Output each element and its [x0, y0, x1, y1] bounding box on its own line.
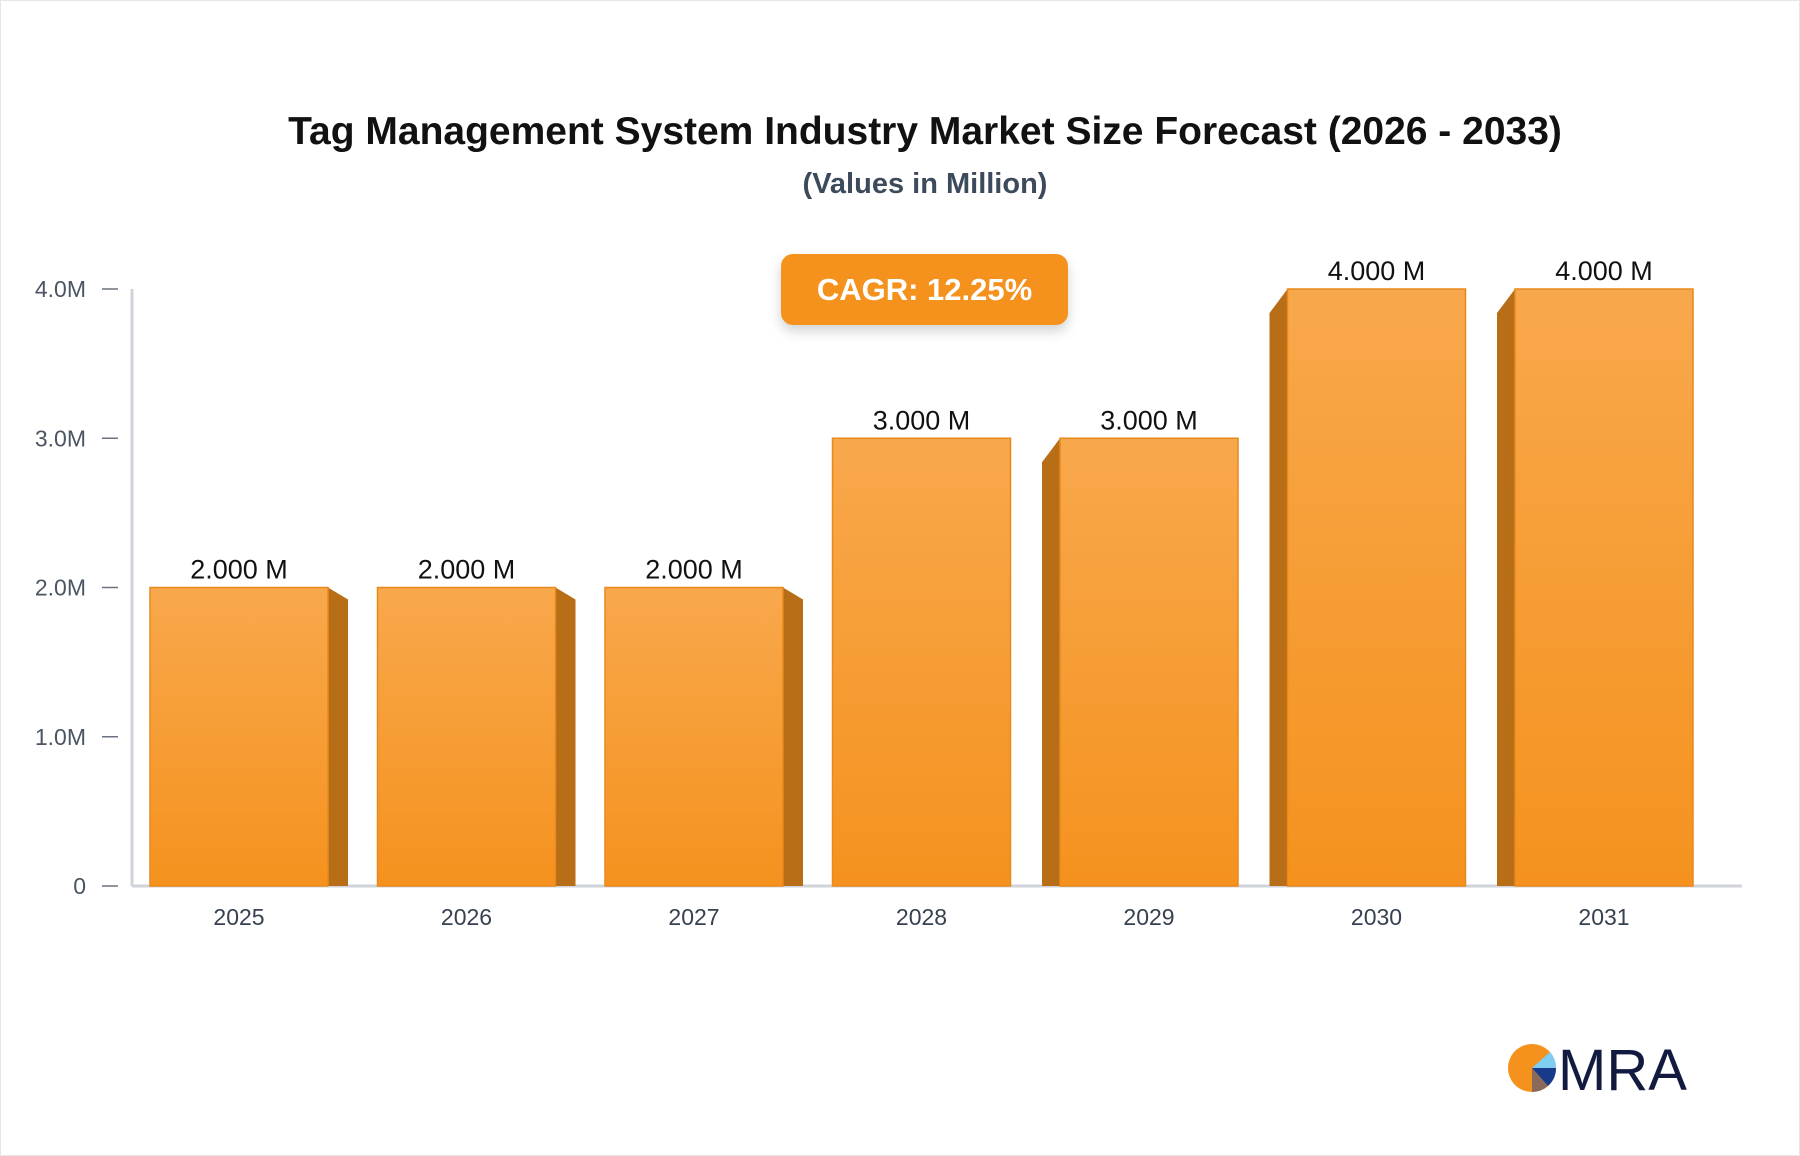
- bar-2031: [1514, 288, 1694, 887]
- bar-2026: [376, 586, 557, 887]
- chart-subtitle: (Values in Million): [802, 168, 1048, 200]
- y-tick-label: 0: [73, 873, 86, 899]
- bar-side-2027: [783, 587, 803, 886]
- bar-side-2031: [1497, 289, 1515, 886]
- y-tick-label: 1.0M: [35, 724, 86, 750]
- svg-text:MRA: MRA: [1558, 1038, 1687, 1098]
- data-label: 4.000 M: [1555, 256, 1653, 286]
- chart-title: Tag Management System Industry Market Si…: [288, 110, 1562, 153]
- x-tick-label: 2027: [668, 904, 719, 930]
- data-label: 3.000 M: [873, 405, 971, 435]
- bar-side-2026: [555, 587, 576, 886]
- x-tick-label: 2025: [213, 904, 264, 930]
- x-tick-label: 2026: [441, 904, 492, 930]
- bar-2027: [604, 586, 784, 887]
- bar-side-2029: [1042, 438, 1060, 886]
- bar-2029: [1059, 437, 1239, 887]
- y-tick-label: 2.0M: [35, 575, 86, 601]
- x-tick-label: 2031: [1578, 904, 1629, 930]
- y-tick-label: 3.0M: [35, 425, 86, 451]
- data-label: 3.000 M: [1100, 405, 1198, 435]
- x-tick-label: 2029: [1123, 904, 1174, 930]
- x-tick-label: 2028: [896, 904, 947, 930]
- data-label: 2.000 M: [645, 555, 743, 585]
- bar-2028: [831, 437, 1012, 887]
- mra-logo: MRA: [1508, 1038, 1687, 1098]
- bar-side-2025: [328, 587, 348, 886]
- x-tick-label: 2030: [1351, 904, 1402, 930]
- data-label: 2.000 M: [418, 555, 516, 585]
- bar-side-2030: [1269, 289, 1288, 886]
- bar-2025: [149, 586, 329, 887]
- data-label: 4.000 M: [1328, 256, 1426, 286]
- bar-2030: [1286, 288, 1467, 887]
- cagr-badge: CAGR: 12.25%: [781, 254, 1068, 325]
- y-tick-label: 4.0M: [35, 276, 86, 302]
- data-label: 2.000 M: [190, 555, 288, 585]
